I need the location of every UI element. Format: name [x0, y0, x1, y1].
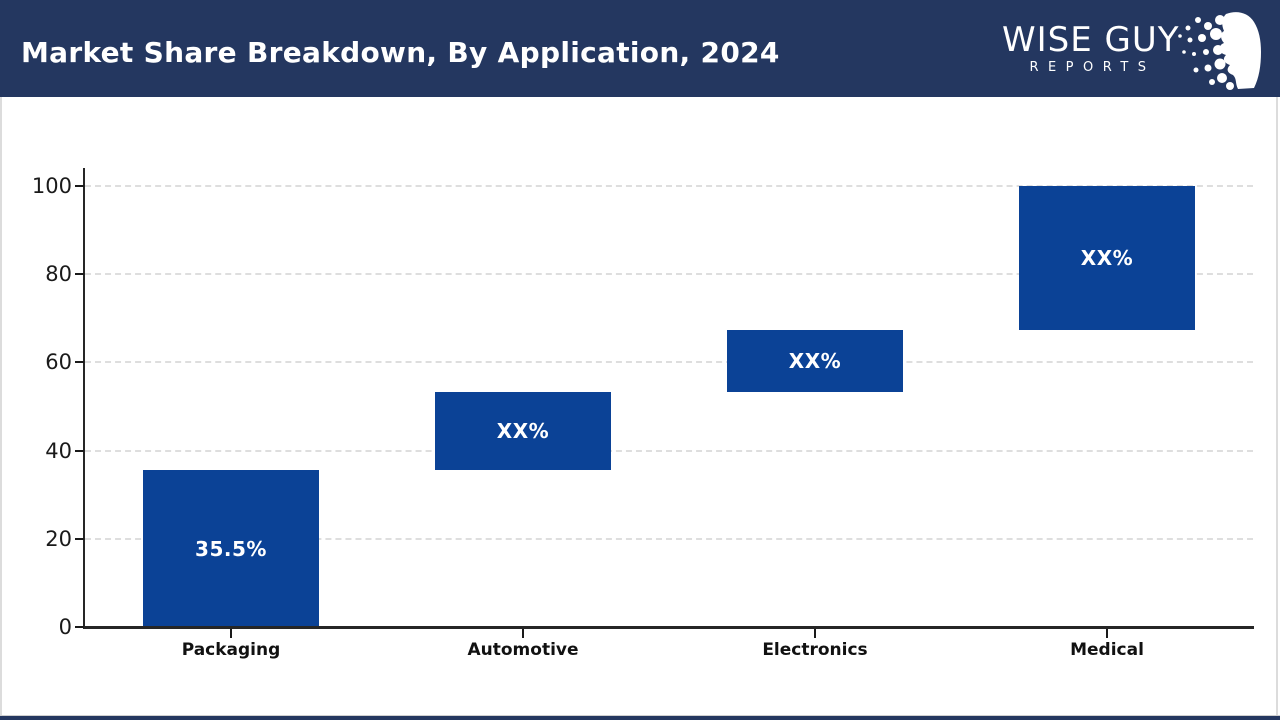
- bar-value-label: XX%: [496, 419, 550, 444]
- grid-line-40: [85, 449, 1253, 452]
- y-axis-spine: [83, 168, 85, 629]
- x-category-label-packaging: Packaging: [181, 640, 281, 660]
- y-tick-mark-80: [75, 273, 84, 276]
- y-tick-label-0: 0: [58, 615, 72, 639]
- logo-text: WISE GUY REPORTS: [1002, 20, 1180, 75]
- x-axis-spine: [84, 626, 1254, 629]
- y-tick-label-60: 60: [45, 350, 72, 375]
- y-tick-mark-0: [75, 626, 84, 628]
- y-tick-mark-40: [75, 449, 84, 452]
- y-tick-mark-60: [75, 361, 84, 364]
- x-tick-mark-2: [814, 629, 816, 638]
- wise-guy-head-icon: [1178, 12, 1261, 90]
- x-tick-mark-3: [1106, 629, 1108, 638]
- y-tick-mark-100: [75, 185, 84, 187]
- header-bar: Market Share Breakdown, By Application, …: [0, 0, 1280, 97]
- bar-medical: XX%: [1019, 186, 1195, 330]
- logo-reports-label: REPORTS: [1029, 60, 1156, 75]
- bar-packaging: 35.5%: [143, 470, 319, 627]
- y-tick-mark-20: [75, 537, 84, 540]
- x-tick-mark-1: [522, 629, 524, 638]
- y-tick-label-40: 40: [45, 438, 72, 463]
- y-tick-label-80: 80: [45, 262, 72, 287]
- wise-guy-reports-logo: WISE GUY REPORTS: [1002, 8, 1262, 90]
- footer-divider: [0, 715, 1280, 716]
- y-tick-label-100: 100: [31, 174, 72, 198]
- footer-bar: [0, 716, 1280, 720]
- grid-line-20: [85, 537, 1253, 540]
- bar-value-label: XX%: [788, 349, 842, 374]
- grid-line-100: [85, 185, 1253, 187]
- grid-line-60: [85, 361, 1253, 364]
- bar-value-label: XX%: [1080, 245, 1134, 270]
- bar-automotive: XX%: [435, 392, 611, 471]
- x-tick-mark-0: [230, 629, 232, 638]
- x-category-label-medical: Medical: [1070, 640, 1144, 660]
- chart-title: Market Share Breakdown, By Application, …: [21, 36, 780, 69]
- x-category-label-automotive: Automotive: [467, 640, 579, 660]
- y-tick-label-20: 20: [45, 526, 72, 551]
- logo-wiseguy-label: WISE GUY: [1002, 20, 1180, 60]
- x-category-label-electronics: Electronics: [762, 640, 868, 660]
- bar-electronics: XX%: [727, 329, 903, 393]
- grid-line-80: [85, 273, 1253, 276]
- bar-value-label: 35.5%: [195, 536, 267, 561]
